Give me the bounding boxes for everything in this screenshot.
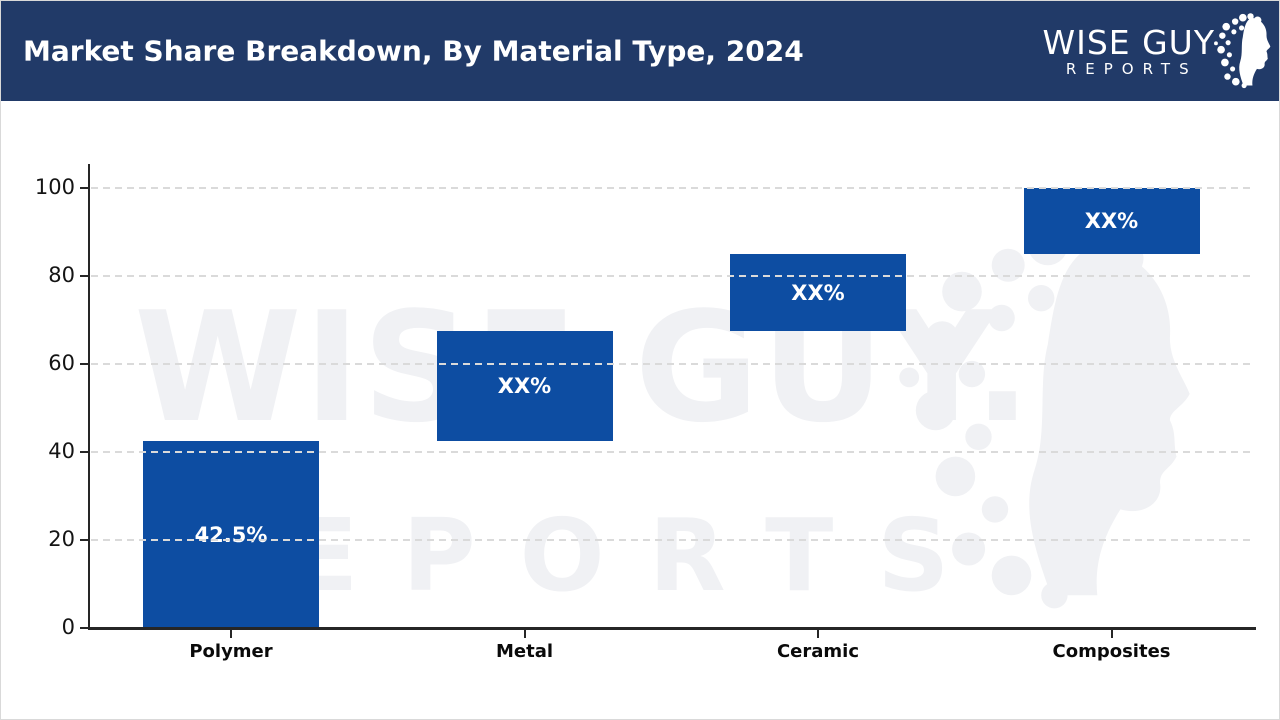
gridline-40: [91, 451, 1254, 453]
gridline-80: [91, 275, 1254, 277]
y-tick-label-0: 0: [61, 615, 75, 639]
y-axis-spine: [88, 164, 90, 630]
y-tick-0: [80, 627, 89, 629]
brand-logo-text: WISE GUY REPORTS: [1042, 26, 1215, 77]
y-tick-label-40: 40: [48, 439, 75, 463]
gridline-60: [91, 363, 1254, 365]
y-tick-label-100: 100: [34, 175, 75, 199]
x-label-composites: Composites: [1052, 641, 1171, 662]
bar-value-label-ceramic: XX%: [791, 280, 845, 305]
y-tick-label-20: 20: [48, 527, 75, 551]
gridline-20: [91, 539, 1254, 541]
brand-logo-subtitle: REPORTS: [1065, 59, 1198, 78]
x-label-polymer: Polymer: [189, 641, 273, 662]
header-bar: Market Share Breakdown, By Material Type…: [1, 1, 1279, 101]
y-tick-40: [80, 451, 89, 453]
x-label-ceramic: Ceramic: [776, 641, 860, 662]
x-tick-metal: [523, 630, 526, 638]
bar-value-label-metal: XX%: [497, 374, 552, 398]
bar-polymer: 42.5%: [143, 441, 319, 628]
x-label-metal: Metal: [495, 641, 554, 662]
y-tick-label-60: 60: [48, 351, 75, 375]
brand-head-logo-icon: [1214, 13, 1271, 89]
x-axis-spine: [88, 627, 1256, 630]
bar-ceramic: XX%: [730, 254, 906, 331]
bar-value-label-polymer: 42.5%: [194, 522, 268, 547]
y-tick-20: [80, 539, 89, 541]
watermark-head-logo-icon: [899, 222, 1190, 609]
y-tick-60: [80, 363, 89, 365]
brand-logo: WISE GUY REPORTS: [1042, 1, 1271, 101]
bar-metal: XX%: [436, 331, 613, 441]
y-tick-100: [80, 187, 89, 189]
y-tick-80: [80, 275, 89, 277]
bar-value-label-composites: XX%: [1084, 209, 1139, 233]
x-tick-polymer: [230, 630, 232, 638]
brand-logo-name: WISE GUY: [1042, 22, 1215, 62]
y-tick-label-80: 80: [48, 263, 75, 287]
page-title: Market Share Breakdown, By Material Type…: [23, 34, 804, 68]
gridline-100: [91, 187, 1254, 189]
x-tick-ceramic: [817, 630, 819, 638]
x-tick-composites: [1110, 630, 1113, 638]
bar-composites: XX%: [1023, 188, 1200, 254]
